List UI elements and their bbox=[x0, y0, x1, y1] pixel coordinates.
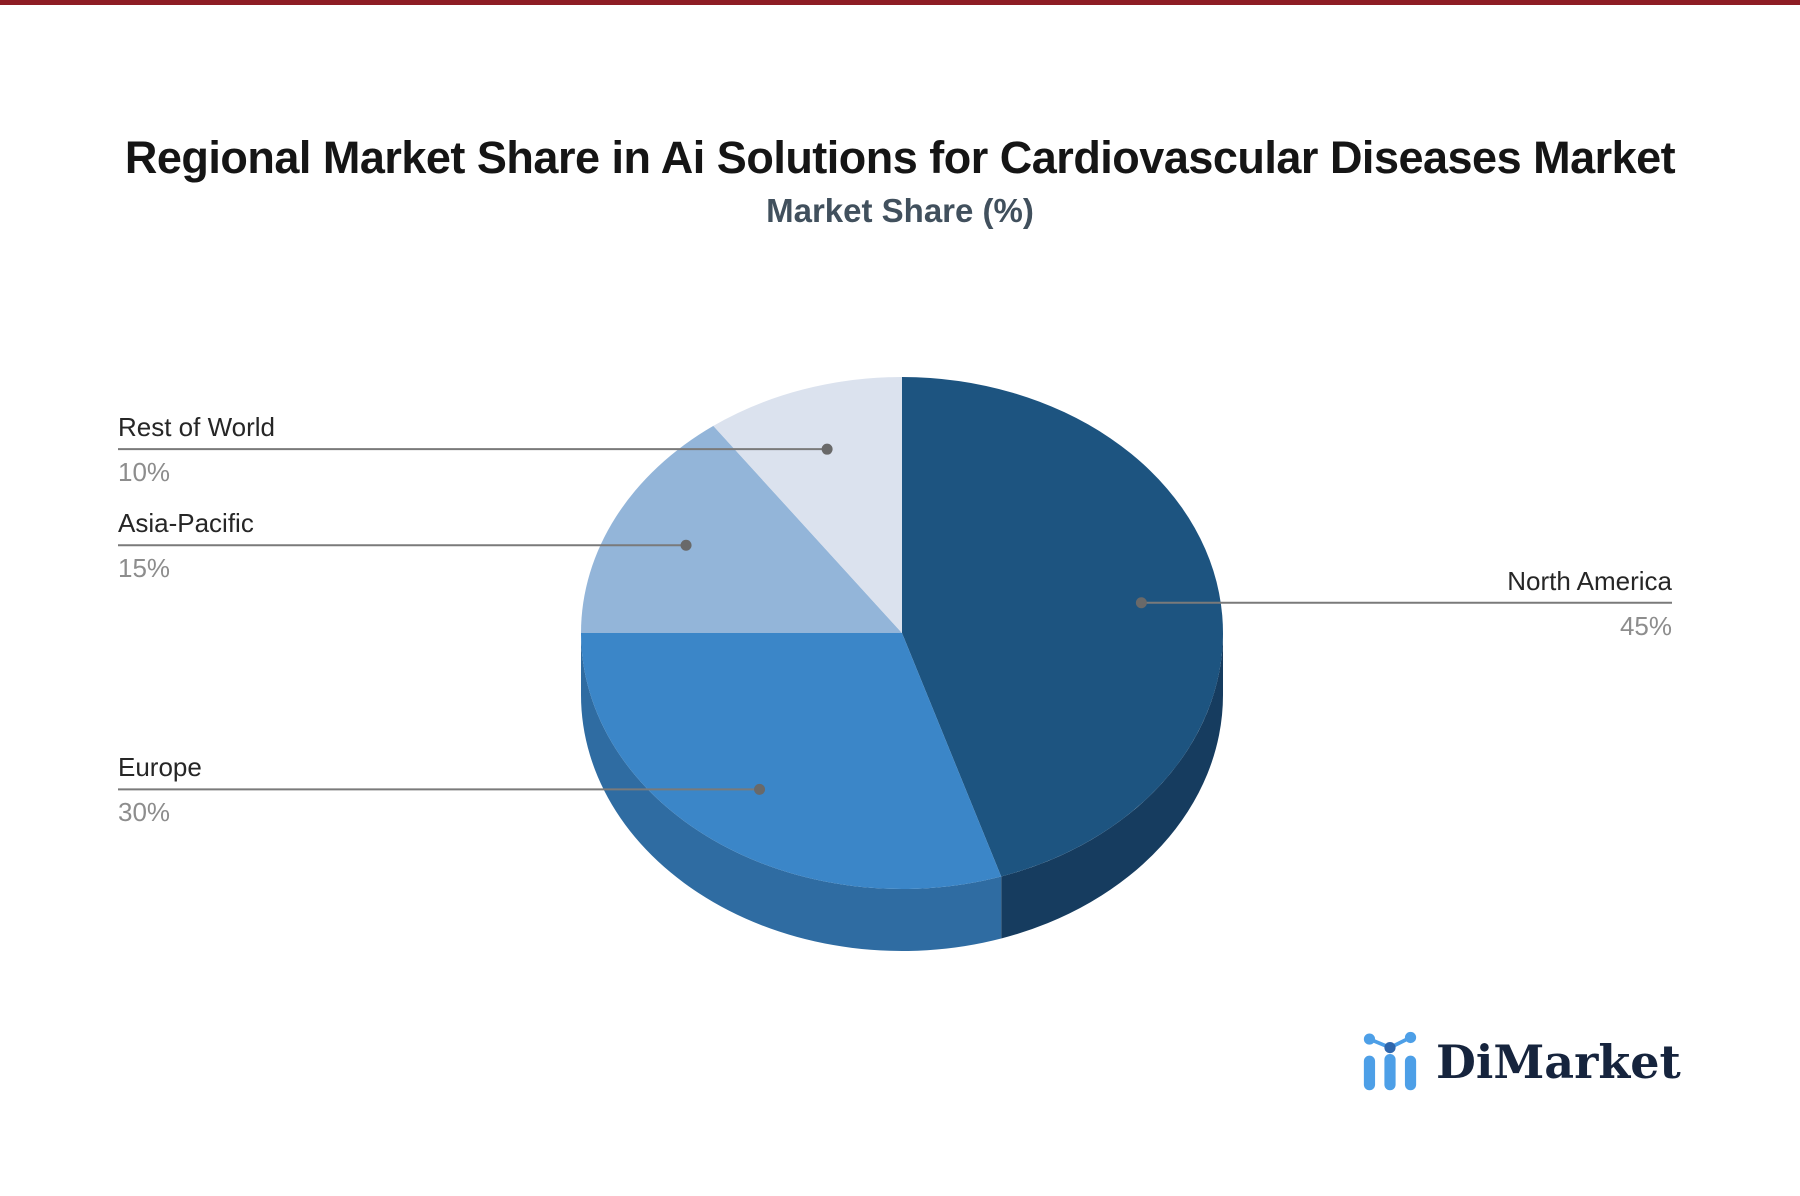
slice-label-rest-of-world: Rest of World bbox=[118, 412, 276, 443]
leader-dot-rest-of-world bbox=[821, 443, 833, 455]
leader-dot-north-america bbox=[1135, 597, 1147, 609]
pie-slice-north-america[interactable] bbox=[902, 377, 1223, 877]
slice-value-north-america: 45% bbox=[1619, 610, 1672, 641]
top-edge-strip bbox=[0, 0, 1800, 5]
pie-slice-rest-of-world[interactable] bbox=[713, 377, 902, 633]
pie-slice-europe[interactable] bbox=[581, 633, 1002, 889]
brand-name: DiMarket bbox=[1436, 1035, 1681, 1089]
pie-rim-north-america bbox=[1001, 633, 1223, 939]
pie-slice-asia-pacific[interactable] bbox=[581, 425, 902, 633]
slice-label-asia-pacific: Asia-Pacific bbox=[118, 508, 254, 539]
slice-label-north-america: North America bbox=[1507, 565, 1672, 596]
slice-value-rest-of-world: 10% bbox=[118, 457, 171, 488]
slice-label-europe: Europe bbox=[118, 752, 202, 783]
bar-line-chart-icon bbox=[1363, 1031, 1417, 1091]
slice-value-asia-pacific: 15% bbox=[118, 553, 171, 584]
brand-logo: DiMarket bbox=[1358, 1026, 1681, 1098]
leader-dot-europe bbox=[754, 783, 766, 795]
chart-subtitle: Market Share (%) bbox=[766, 192, 1034, 229]
chart-title: Regional Market Share in Ai Solutions fo… bbox=[124, 132, 1676, 183]
slice-value-europe: 30% bbox=[118, 797, 171, 828]
leader-dot-asia-pacific bbox=[680, 539, 692, 551]
pie-rim-europe bbox=[581, 633, 1002, 951]
